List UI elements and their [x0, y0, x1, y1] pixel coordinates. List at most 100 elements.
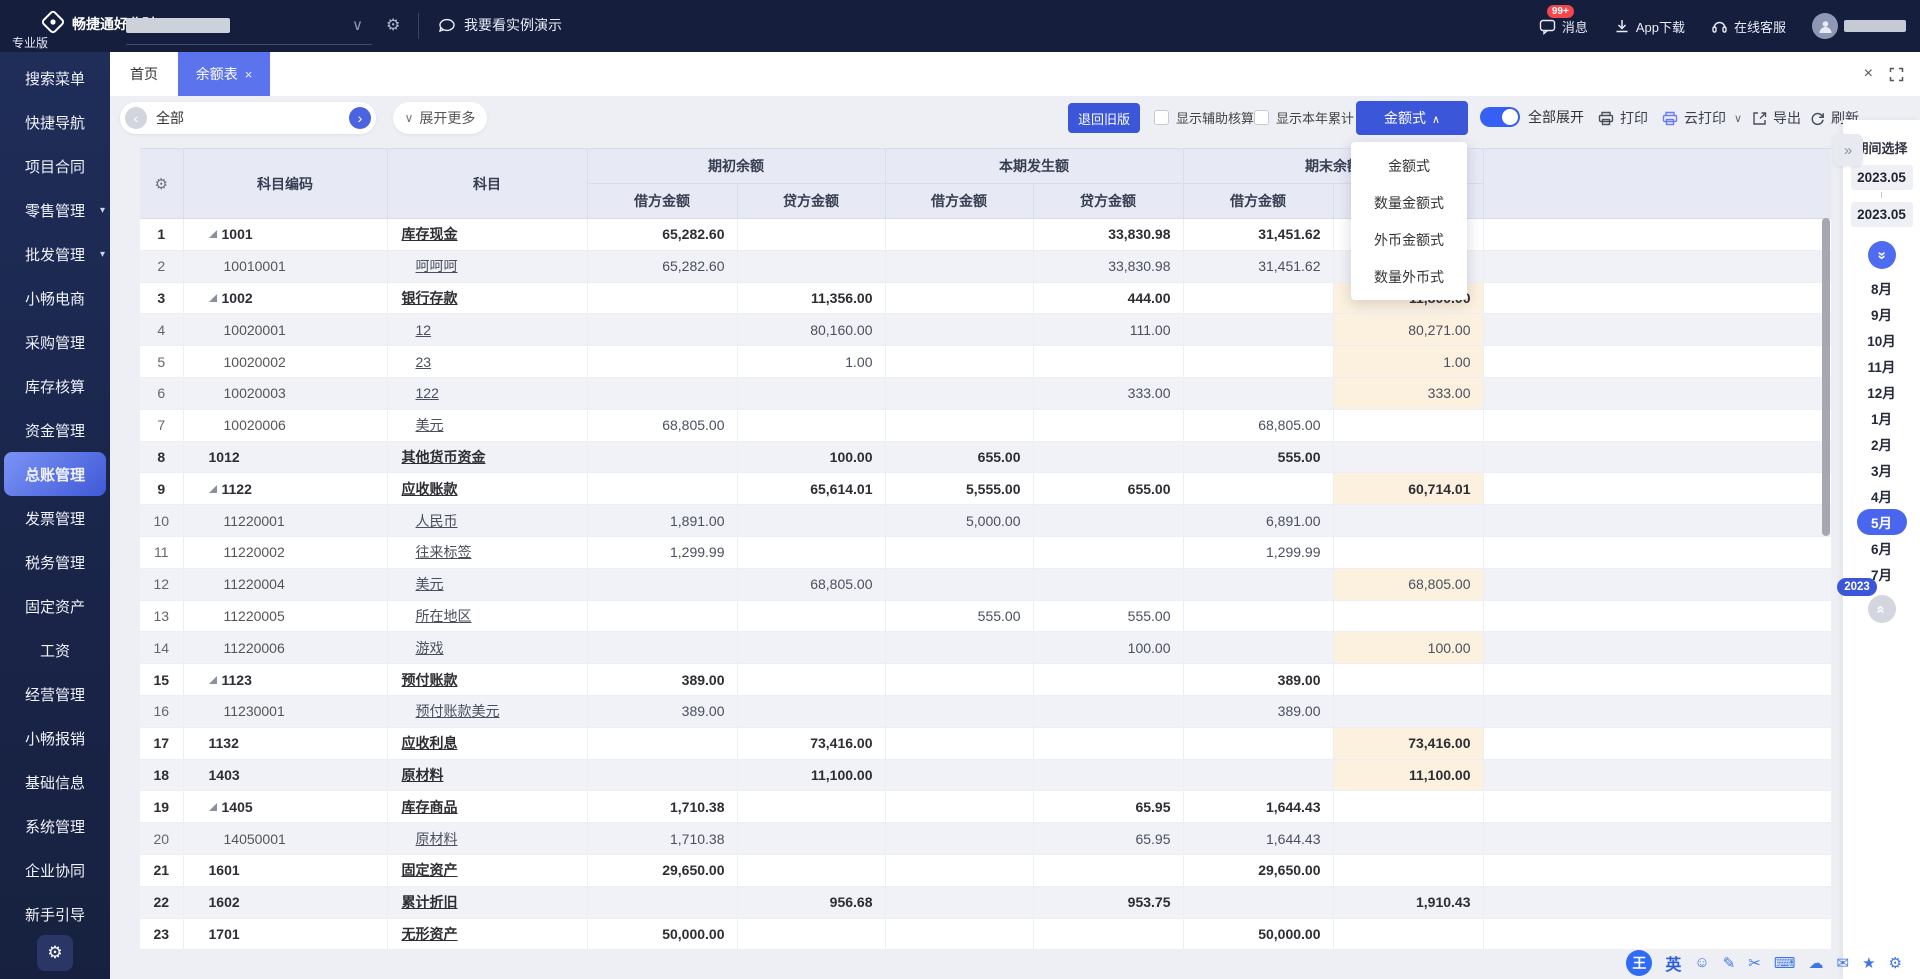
gear-icon[interactable]: ⚙ — [1888, 955, 1902, 972]
show-auxiliary-checkbox[interactable]: 显示辅助核算 — [1154, 108, 1254, 127]
month-item-1月[interactable]: 1月 — [1870, 412, 1892, 427]
show-ytd-checkbox[interactable]: 显示本年累计 — [1254, 108, 1354, 127]
table-row[interactable]: 10 11220001 人民币 1,891.00 5,000.00 6,891.00 — [140, 504, 1831, 537]
table-row[interactable]: 16 11230001 预付账款美元 389.00 389.00 — [140, 695, 1831, 728]
table-row[interactable]: 20 14050001 原材料 1,710.38 65.95 1,644.43 — [140, 822, 1831, 855]
sidebar-item-小畅电商[interactable]: 小畅电商 — [0, 276, 110, 320]
ime-language-toggle[interactable]: 英 — [1665, 957, 1682, 974]
account-name-link[interactable]: 12 — [415, 321, 432, 338]
account-name-link[interactable]: 23 — [415, 353, 432, 370]
account-name-link[interactable]: 其他货币资金 — [401, 448, 486, 465]
company-name-redacted[interactable] — [126, 18, 230, 33]
sidebar-item-企业协同[interactable]: 企业协同 — [0, 848, 110, 892]
gear-icon[interactable]: ⚙ — [386, 17, 401, 34]
account-name-link[interactable]: 人民币 — [415, 512, 458, 529]
account-name-link[interactable]: 银行存款 — [401, 289, 458, 306]
account-name-link[interactable]: 应收账款 — [401, 480, 458, 497]
amount-style-dropdown-button[interactable]: 金额式 ∧ — [1356, 101, 1468, 135]
account-name-link[interactable]: 所在地区 — [415, 607, 472, 624]
cloud-print-button[interactable]: 云打印 ∨ — [1662, 108, 1742, 128]
sidebar-item-系统管理[interactable]: 系统管理 — [0, 804, 110, 848]
table-row[interactable]: 13 11220005 所在地区 555.00 555.00 — [140, 600, 1831, 633]
amount-style-option[interactable]: 数量外币式 — [1374, 268, 1444, 285]
checkbox-icon[interactable] — [1154, 110, 1169, 125]
account-name-link[interactable]: 预付账款 — [401, 671, 458, 688]
table-row[interactable]: 8 1012 其他货币资金 100.00 655.00 555.00 — [140, 441, 1831, 474]
table-row[interactable]: 4 10020001 12 80,160.00 111.00 80,271.00 — [140, 313, 1831, 347]
sidebar-item-零售管理[interactable]: 零售管理 ▾ — [0, 188, 110, 232]
amount-style-option[interactable]: 金额式 — [1388, 157, 1430, 174]
account-name-link[interactable]: 美元 — [415, 417, 444, 434]
scissors-icon[interactable]: ✂ — [1748, 955, 1761, 972]
sidebar-item-批发管理[interactable]: 批发管理 ▾ — [0, 232, 110, 276]
sidebar-item-搜索菜单[interactable]: 搜索菜单 — [0, 56, 110, 100]
table-row[interactable]: 11 11220002 往来标签 1,299.99 1,299.99 — [140, 536, 1831, 569]
table-row[interactable]: 18 1403 原材料 11,100.00 11,100.00 — [140, 759, 1831, 792]
account-name-link[interactable]: 往来标签 — [415, 544, 472, 561]
month-item-2月[interactable]: 2月 — [1870, 438, 1892, 453]
month-item-10月[interactable]: 10月 — [1867, 334, 1896, 349]
close-icon[interactable]: × — [1863, 65, 1873, 82]
online-service-button[interactable]: 在线客服 — [1711, 17, 1786, 36]
table-row[interactable]: 14 11220006 游戏 100.00 100.00 — [140, 631, 1831, 665]
sidebar-item-库存核算[interactable]: 库存核算 — [0, 364, 110, 408]
month-item-4月[interactable]: 4月 — [1870, 490, 1892, 505]
table-row[interactable]: 2 10010001 呵呵呵 65,282.60 33,830.98 31,451.62 — [140, 250, 1831, 283]
expand-triangle-icon[interactable] — [208, 230, 217, 239]
messages-button[interactable]: 消息 99+ — [1539, 4, 1588, 36]
tab-balance-sheet[interactable]: 余额表 × — [178, 52, 270, 96]
expand-triangle-icon[interactable] — [208, 802, 217, 811]
table-row[interactable]: 5 10020002 23 1.00 1.00 — [140, 345, 1831, 378]
chevron-right-icon[interactable]: › — [349, 107, 371, 129]
app-download-button[interactable]: App下载 — [1614, 17, 1685, 36]
print-button[interactable]: 打印 — [1598, 108, 1648, 128]
month-item-5月[interactable]: 5月 — [1856, 509, 1907, 535]
chevron-left-icon[interactable]: ‹ — [125, 107, 147, 129]
back-to-old-version-button[interactable]: 退回旧版 — [1068, 103, 1140, 133]
sidebar-item-小畅报销[interactable]: 小畅报销 — [0, 716, 110, 760]
period-to[interactable]: 2023.05 — [1850, 202, 1913, 227]
cloud-icon[interactable]: ☁ — [1808, 955, 1824, 972]
table-row[interactable]: 9 1122 应收账款 65,614.01 5,555.00 655.00 60,714.0… — [140, 472, 1831, 506]
sidebar-item-资金管理[interactable]: 资金管理 — [0, 408, 110, 452]
table-row[interactable]: 23 1701 无形资产 50,000.00 50,000.00 — [140, 918, 1831, 950]
account-name-link[interactable]: 原材料 — [401, 766, 444, 783]
sidebar-item-税务管理[interactable]: 税务管理 — [0, 540, 110, 584]
account-name-link[interactable]: 原材料 — [415, 830, 458, 847]
sidebar-item-发票管理[interactable]: 发票管理 — [0, 496, 110, 540]
table-row[interactable]: 7 10020006 美元 68,805.00 68,805.00 — [140, 409, 1831, 442]
table-row[interactable]: 19 1405 库存商品 1,710.38 65.95 1,644.43 — [140, 790, 1831, 824]
sidebar-item-采购管理[interactable]: 采购管理 — [0, 320, 110, 364]
account-name-link[interactable]: 累计折旧 — [401, 894, 458, 911]
scroll-months-down-button[interactable]: « — [1867, 595, 1896, 623]
account-name-link[interactable]: 固定资产 — [401, 862, 458, 879]
amount-style-option[interactable]: 外币金额式 — [1374, 231, 1444, 248]
sidebar-item-新手引导[interactable]: 新手引导 — [0, 892, 110, 936]
table-row[interactable]: 15 1123 预付账款 389.00 389.00 — [140, 663, 1831, 696]
vertical-scrollbar[interactable] — [1822, 218, 1830, 536]
smiley-icon[interactable]: ☺ — [1694, 954, 1710, 971]
checkbox-icon[interactable] — [1254, 110, 1269, 125]
period-from[interactable]: 2023.05 — [1850, 165, 1913, 190]
account-name-link[interactable]: 122 — [415, 385, 439, 402]
export-button[interactable]: 导出 — [1752, 108, 1801, 128]
account-name-link[interactable]: 预付账款美元 — [415, 703, 500, 720]
collapse-panel-button[interactable]: » — [1833, 134, 1863, 166]
table-row[interactable]: 17 1132 应收利息 73,416.00 73,416.00 — [140, 727, 1831, 760]
subject-filter-select[interactable]: ‹ 全部 › — [120, 102, 376, 134]
tab-home[interactable]: 首页 — [130, 66, 158, 82]
sidebar-item-项目合同[interactable]: 项目合同 — [0, 144, 110, 188]
month-item-12月[interactable]: 12月 — [1867, 386, 1896, 401]
expand-triangle-icon[interactable] — [208, 484, 217, 493]
scroll-months-up-button[interactable]: « — [1867, 241, 1896, 269]
demo-link[interactable]: 我要看实例演示 — [438, 15, 562, 35]
account-name-link[interactable]: 无形资产 — [401, 925, 458, 942]
sidebar-settings-button[interactable]: ⚙ — [37, 935, 73, 971]
month-item-3月[interactable]: 3月 — [1870, 464, 1892, 479]
table-row[interactable]: 22 1602 累计折旧 956.68 953.75 1,910.43 — [140, 886, 1831, 919]
sidebar-item-固定资产[interactable]: 固定资产 — [0, 584, 110, 628]
month-item-9月[interactable]: 9月 — [1870, 308, 1892, 323]
account-name-link[interactable]: 游戏 — [415, 639, 444, 656]
expand-triangle-icon[interactable] — [208, 675, 217, 684]
